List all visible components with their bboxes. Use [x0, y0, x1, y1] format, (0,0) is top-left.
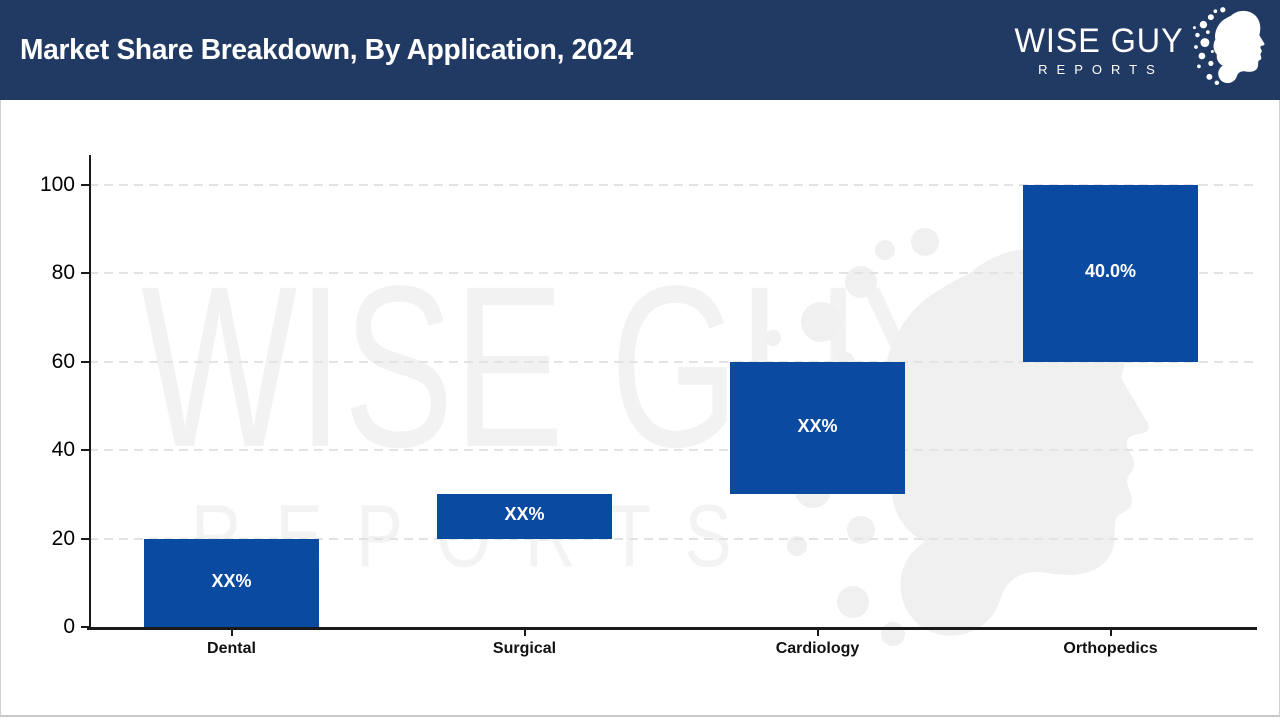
x-category-surgical: Surgical	[492, 640, 557, 657]
x-category-orthopedics: Orthopedics	[1063, 640, 1158, 657]
y-tick-label-20: 20	[51, 526, 75, 550]
y-tick-20	[81, 537, 89, 540]
bar-cardiology	[730, 361, 905, 495]
bar-label-surgical: XX%	[504, 504, 545, 525]
x-tick-orthopedics	[1109, 630, 1112, 636]
y-tick-label-80: 80	[51, 261, 75, 284]
y-tick-60	[81, 360, 89, 363]
gridline-40	[89, 449, 1257, 451]
bar-label-cardiology: XX%	[797, 415, 838, 436]
y-tick-100	[81, 183, 89, 186]
x-axis-spine	[87, 627, 1257, 630]
y-tick-0	[81, 626, 89, 628]
x-category-cardiology: Cardiology	[775, 640, 860, 657]
x-category-dental: Dental	[207, 640, 256, 657]
y-tick-label-40: 40	[51, 438, 75, 461]
y-axis-spine	[89, 155, 91, 629]
gridline-80	[89, 272, 1257, 274]
logo-wordmark: WISE GUY	[1014, 22, 1184, 60]
x-tick-dental	[230, 630, 233, 636]
x-tick-surgical	[523, 630, 526, 636]
header-bar: Market Share Breakdown, By Application, …	[0, 0, 1280, 100]
y-tick-80	[81, 272, 89, 274]
gridline-60	[89, 360, 1257, 363]
bar-label-dental: XX%	[211, 570, 252, 591]
bar-dental	[144, 538, 319, 627]
y-tick-label-60: 60	[51, 349, 75, 373]
page-title: Market Share Breakdown, By Application, …	[20, 33, 634, 66]
wise-guy-logo: WISE GUY REPORTS	[1010, 0, 1272, 100]
y-tick-label-100: 100	[39, 172, 75, 196]
chart-canvas: WISE GUY REPORTS 020406080100XX%DentalXX…	[0, 100, 1280, 717]
bar-surgical	[437, 494, 612, 539]
y-tick-label-0: 0	[63, 615, 75, 638]
bar-label-orthopedics: 40.0%	[1084, 261, 1137, 281]
logo-subtitle: REPORTS	[1038, 62, 1164, 77]
x-tick-cardiology	[816, 630, 819, 636]
logo-text: WISE GUY REPORTS	[1010, 24, 1188, 76]
gridline-20	[89, 537, 1257, 540]
gridline-100	[89, 183, 1257, 186]
y-tick-40	[81, 449, 89, 451]
dotted-face-icon	[1192, 7, 1265, 86]
bar-orthopedics	[1023, 184, 1198, 362]
